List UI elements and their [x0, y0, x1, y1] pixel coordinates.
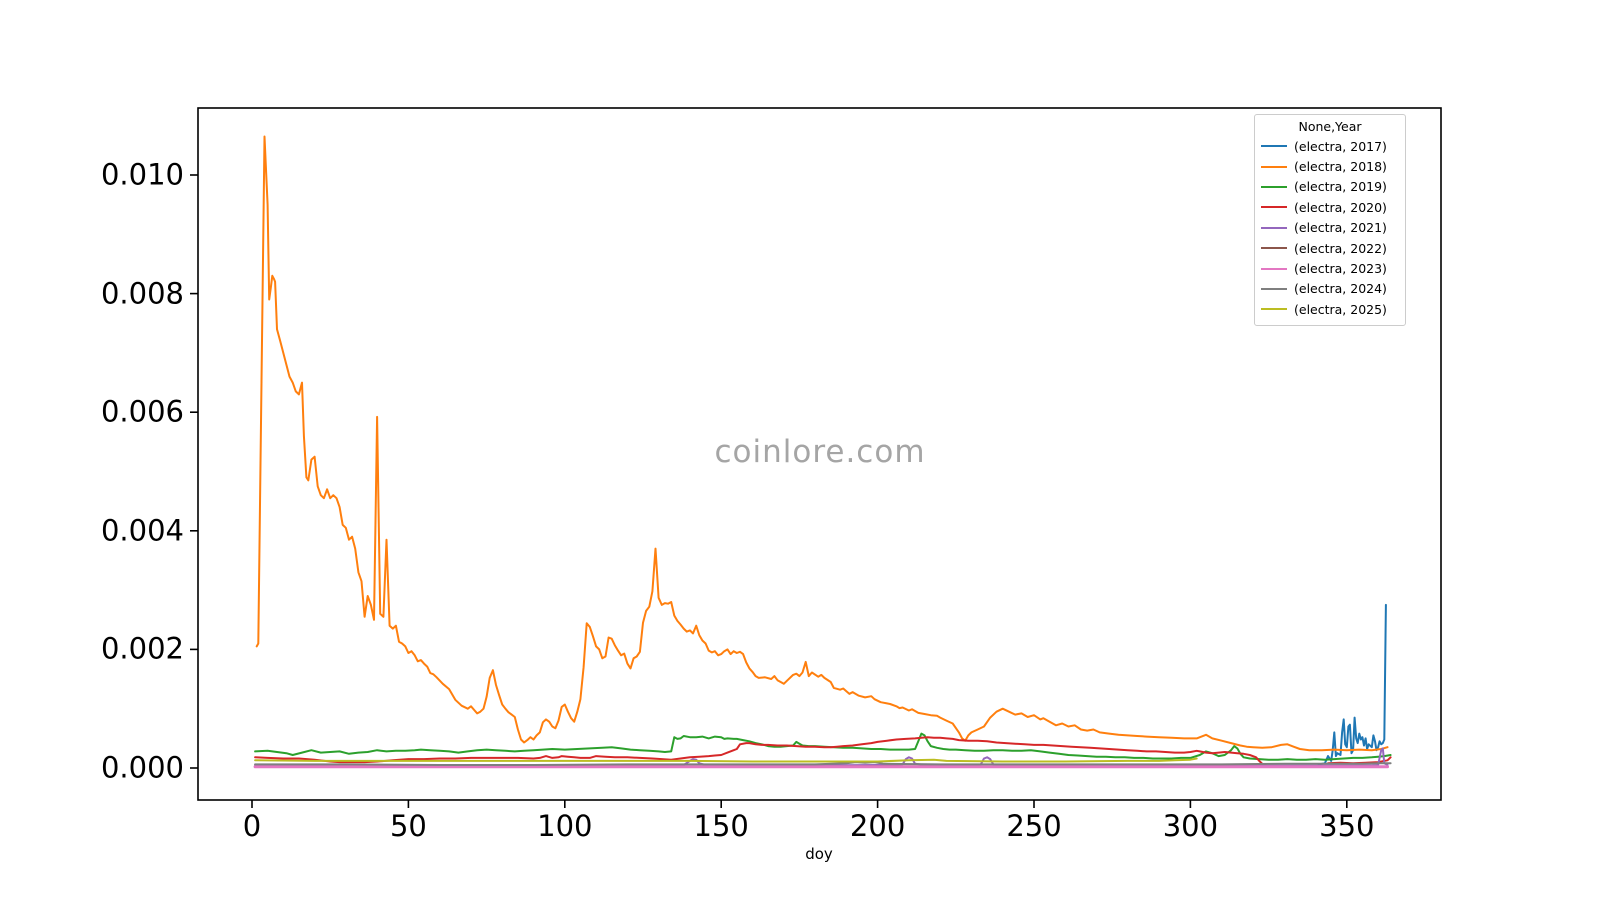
- legend-box: None,Year (electra, 2017) (electra, 2018)…: [1254, 114, 1406, 326]
- series-line-electra2017: [1317, 603, 1387, 766]
- y-tick-label: 0.002: [100, 631, 184, 666]
- legend-line-swatch: [1261, 247, 1287, 250]
- legend-entry-label: (electra, 2022): [1294, 240, 1387, 256]
- legend-line-swatch: [1261, 206, 1287, 209]
- x-tick-label: 350: [1319, 809, 1375, 843]
- legend-line-swatch: [1261, 226, 1287, 229]
- legend-entry-label: (electra, 2021): [1294, 220, 1387, 236]
- legend-entry-label: (electra, 2018): [1294, 159, 1387, 175]
- legend-entry-label: (electra, 2024): [1294, 281, 1387, 297]
- legend-line-swatch: [1261, 165, 1287, 168]
- legend-entry: (electra, 2021): [1261, 218, 1399, 238]
- legend-entry: (electra, 2017): [1261, 136, 1399, 156]
- legend-entry-label: (electra, 2023): [1294, 261, 1387, 277]
- legend-entry: (electra, 2023): [1261, 258, 1399, 278]
- x-tick-label: 0: [242, 809, 262, 843]
- series-line-electra2024: [254, 761, 1392, 766]
- x-tick-label: 250: [1006, 809, 1062, 843]
- y-tick-label: 0.010: [100, 157, 184, 192]
- y-tick-label: 0.006: [100, 394, 184, 429]
- legend-line-swatch: [1261, 185, 1287, 188]
- x-tick-label: 150: [693, 809, 749, 843]
- x-tick-label: 100: [537, 809, 593, 843]
- x-tick-label: 200: [849, 809, 906, 843]
- legend-entry-label: (electra, 2019): [1294, 179, 1387, 195]
- x-tick-label: 50: [389, 809, 427, 843]
- legend-entry: (electra, 2024): [1261, 279, 1399, 299]
- legend-line-swatch: [1261, 308, 1287, 311]
- legend-line-swatch: [1261, 267, 1287, 270]
- watermark-text: coinlore.com: [714, 434, 926, 470]
- legend-entry-label: (electra, 2017): [1294, 138, 1387, 154]
- y-tick-label: 0.000: [100, 750, 184, 785]
- legend-entry-label: (electra, 2025): [1294, 301, 1387, 317]
- plot-frame: [197, 107, 1442, 801]
- y-tick-label: 0.004: [100, 513, 184, 548]
- series-line-electra2018: [255, 135, 1389, 752]
- legend-title: None,Year: [1298, 119, 1362, 134]
- legend-line-swatch: [1261, 145, 1287, 148]
- legend-entry: (electra, 2022): [1261, 238, 1399, 258]
- series-line-electra2025: [254, 757, 1198, 763]
- legend-entry-label: (electra, 2020): [1294, 199, 1387, 215]
- legend-entry: (electra, 2020): [1261, 197, 1399, 217]
- y-tick-label: 0.008: [100, 276, 184, 311]
- x-tick-label: 300: [1162, 809, 1219, 843]
- x-axis-title: doy: [805, 845, 833, 863]
- legend-line-swatch: [1261, 287, 1287, 290]
- legend-entry: (electra, 2018): [1261, 156, 1399, 176]
- legend-entry: (electra, 2019): [1261, 177, 1399, 197]
- legend-entry: (electra, 2025): [1261, 299, 1399, 319]
- legend-entries: (electra, 2017) (electra, 2018) (electra, …: [1261, 136, 1399, 320]
- series-line-electra2021: [254, 747, 1389, 767]
